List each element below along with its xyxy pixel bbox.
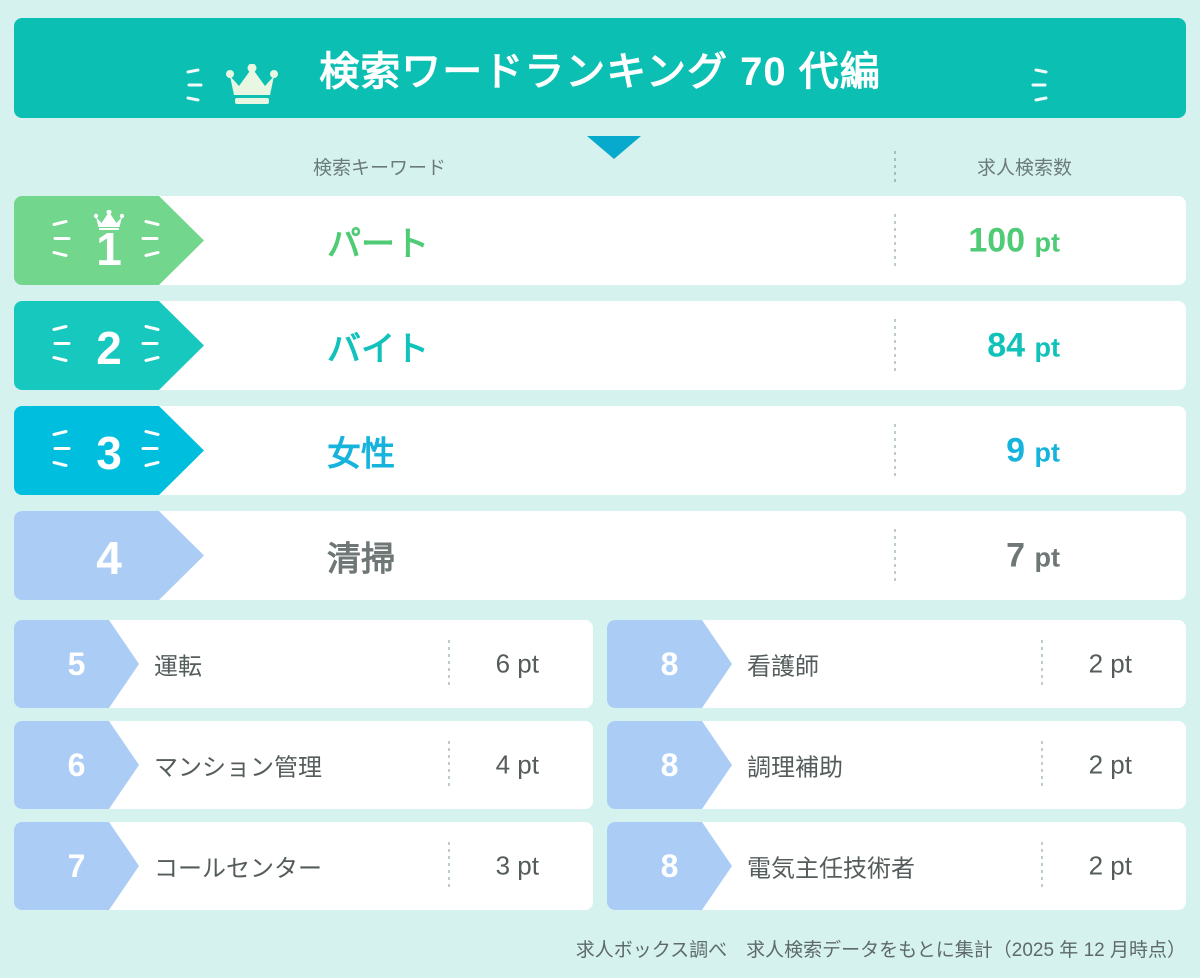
table-row: 4 清掃 7 pt (14, 511, 1186, 600)
row-divider (1041, 640, 1043, 688)
keyword-label: コールセンター (154, 855, 322, 883)
rank-number: 8 (660, 848, 679, 884)
rank-badge-7: 7 (14, 822, 139, 910)
points-value: 7 pt (1006, 536, 1060, 574)
rank-badge-1: 1 (14, 196, 204, 285)
rank-number: 8 (660, 747, 679, 783)
grid-row: 5 運転 6 pt 8 看護師 2 pt (14, 620, 1186, 708)
keyword-label: マンション管理 (154, 754, 322, 782)
rank-badge-5: 5 (14, 620, 139, 708)
rank-number: 2 (96, 321, 122, 374)
row-divider (894, 319, 896, 373)
points-value: 2 pt (1088, 749, 1132, 780)
column-headers: 検索キーワード 求人検索数 (0, 151, 1200, 185)
footer-note: 求人ボックス調べ 求人検索データをもとに集計（2025 年 12 月時点） (575, 940, 1186, 961)
sparkle-icon (135, 320, 163, 371)
points-value: 2 pt (1088, 648, 1132, 679)
row-divider (1041, 741, 1043, 789)
sparkle-icon (49, 425, 77, 476)
crown-icon (226, 63, 278, 111)
rank-number: 4 (96, 531, 122, 584)
grid-row: 7 コールセンター 3 pt 8 電気主任技術者 2 pt (14, 822, 1186, 910)
sparkle-icon (1024, 66, 1050, 111)
row-divider (894, 529, 896, 583)
sparkle-icon (49, 320, 77, 371)
top-ranking-list: 1 パート 100 pt (14, 196, 1186, 616)
row-divider (1041, 842, 1043, 890)
rank-badge-3: 3 (14, 406, 204, 495)
column-header-keyword: 検索キーワード (313, 158, 447, 179)
points-value: 84 pt (987, 326, 1060, 364)
list-item: 8 看護師 2 pt (607, 620, 1186, 708)
header: 検索ワードランキング 70 代編 (14, 18, 1186, 159)
points-value: 100 pt (968, 221, 1060, 259)
rank-number: 1 (96, 222, 122, 275)
table-row: 1 パート 100 pt (14, 196, 1186, 285)
keyword-label: 電気主任技術者 (747, 855, 915, 883)
list-item: 5 運転 6 pt (14, 620, 593, 708)
lower-ranking-grid: 5 運転 6 pt 8 看護師 2 pt 6 マンション管理 (14, 620, 1186, 923)
keyword-label: 運転 (154, 653, 202, 681)
list-item: 8 調理補助 2 pt (607, 721, 1186, 809)
row-divider (894, 214, 896, 268)
rank-badge-8: 8 (607, 721, 732, 809)
crown-icon (93, 209, 125, 235)
points-value: 3 pt (495, 850, 539, 881)
keyword-label: パート (327, 225, 429, 263)
rank-number: 5 (67, 646, 86, 682)
page-title: 検索ワードランキング 70 代編 (319, 50, 881, 94)
sparkle-icon (184, 66, 210, 111)
rank-badge-6: 6 (14, 721, 139, 809)
keyword-label: バイト (327, 330, 429, 368)
row-divider (894, 424, 896, 478)
row-divider (448, 842, 450, 890)
header-arrow-icon (587, 136, 641, 159)
column-divider (894, 151, 896, 185)
row-divider (448, 741, 450, 789)
rank-number: 8 (660, 646, 679, 682)
keyword-label: 調理補助 (747, 754, 843, 782)
keyword-label: 清掃 (327, 540, 395, 578)
list-item: 6 マンション管理 4 pt (14, 721, 593, 809)
rank-badge-2: 2 (14, 301, 204, 390)
sparkle-icon (135, 215, 163, 266)
points-value: 9 pt (1006, 431, 1060, 469)
sparkle-icon (49, 215, 77, 266)
rank-number: 3 (96, 426, 122, 479)
points-value: 6 pt (495, 648, 539, 679)
rank-badge-8: 8 (607, 822, 732, 910)
list-item: 7 コールセンター 3 pt (14, 822, 593, 910)
list-item: 8 電気主任技術者 2 pt (607, 822, 1186, 910)
keyword-label: 看護師 (747, 653, 819, 681)
table-row: 2 バイト 84 pt (14, 301, 1186, 390)
rank-badge-8: 8 (607, 620, 732, 708)
table-row: 3 女性 9 pt (14, 406, 1186, 495)
rank-number: 7 (67, 848, 86, 884)
rank-badge-4: 4 (14, 511, 204, 600)
row-divider (448, 640, 450, 688)
keyword-label: 女性 (327, 435, 395, 473)
header-bar: 検索ワードランキング 70 代編 (14, 18, 1186, 118)
points-value: 2 pt (1088, 850, 1132, 881)
column-header-count: 求人検索数 (977, 158, 1073, 179)
points-value: 4 pt (495, 749, 539, 780)
grid-row: 6 マンション管理 4 pt 8 調理補助 2 pt (14, 721, 1186, 809)
rank-number: 6 (67, 747, 86, 783)
sparkle-icon (135, 425, 163, 476)
